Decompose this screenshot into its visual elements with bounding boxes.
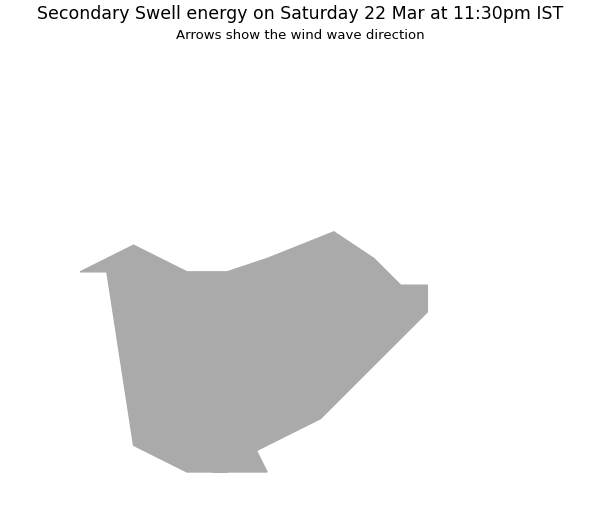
Polygon shape bbox=[80, 232, 427, 472]
Text: Arrows show the wind wave direction: Arrows show the wind wave direction bbox=[176, 29, 425, 41]
Text: Secondary Swell energy on Saturday 22 Mar at 11:30pm IST: Secondary Swell energy on Saturday 22 Ma… bbox=[37, 5, 564, 23]
